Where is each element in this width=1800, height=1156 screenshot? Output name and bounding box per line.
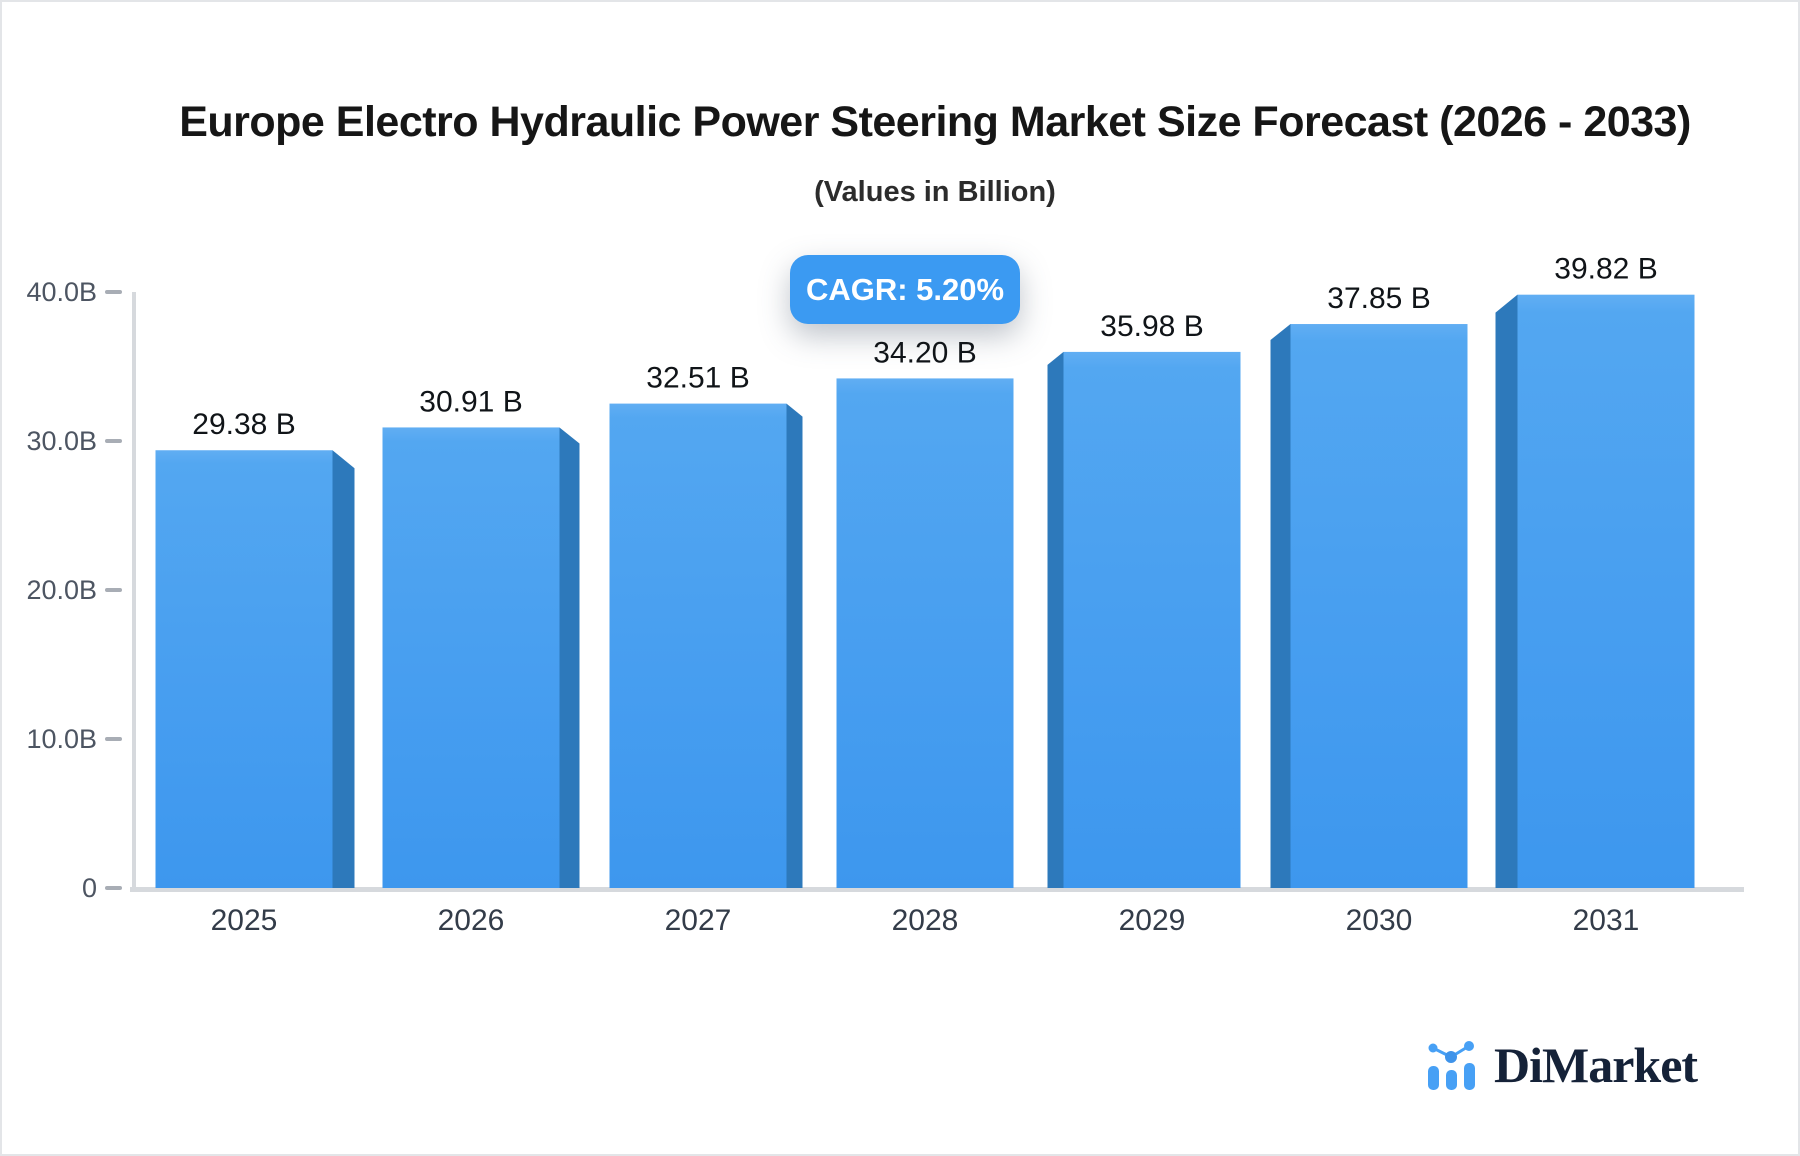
bar-value-label-2031: 39.82 B <box>1554 253 1657 286</box>
y-axis-line <box>132 292 136 888</box>
y-tick-mark <box>105 737 122 741</box>
y-tick-label: 20.0B <box>26 575 97 605</box>
bar-2028 <box>836 378 1014 888</box>
y-tick-label: 0 <box>82 873 97 903</box>
x-category-label-2025: 2025 <box>211 904 278 937</box>
bar-value-label-2026: 30.91 B <box>419 385 522 418</box>
bar-2025 <box>155 450 333 888</box>
bar-side-2030 <box>1270 324 1291 888</box>
bar-2029 <box>1063 351 1241 888</box>
bar-2026 <box>382 427 560 888</box>
x-axis-line <box>130 887 1744 892</box>
cagr-badge: CAGR: 5.20% <box>790 255 1020 324</box>
bar-value-label-2030: 37.85 B <box>1327 282 1430 315</box>
bar-chart-logo-icon <box>1428 1041 1475 1090</box>
cagr-badge-label: CAGR: 5.20% <box>805 271 1005 307</box>
bar-value-label-2029: 35.98 B <box>1100 310 1203 343</box>
bar-2027 <box>609 403 787 888</box>
bar-value-label-2028: 34.20 B <box>873 336 976 369</box>
bar-2031 <box>1517 294 1695 888</box>
y-tick-label: 40.0B <box>26 277 97 307</box>
x-category-label-2029: 2029 <box>1119 904 1186 937</box>
bar-side-2031 <box>1495 294 1518 888</box>
chart-axes: 0 10.0B 20.0B 30.0B 40.0B <box>26 277 1744 903</box>
bar-value-label-2025: 29.38 B <box>192 408 295 441</box>
y-tick-mark <box>105 439 122 443</box>
y-tick-label: 30.0B <box>26 426 97 456</box>
bar-side-2029 <box>1047 351 1064 888</box>
y-tick-label: 10.0B <box>26 724 97 754</box>
y-tick-mark <box>105 290 122 294</box>
bar-value-label-2027: 32.51 B <box>646 362 749 395</box>
chart-bars <box>155 294 1695 888</box>
logo-text: DiMarket <box>1494 1037 1698 1093</box>
x-category-label-2027: 2027 <box>665 904 732 937</box>
chart-subtitle: (Values in Billion) <box>814 176 1056 208</box>
x-category-label-2026: 2026 <box>438 904 505 937</box>
bar-2030 <box>1290 324 1468 888</box>
chart-labels: 29.38 B 2025 30.91 B 2026 32.51 B 2027 34.20 B… <box>192 253 1657 937</box>
bar-side-2026 <box>559 427 580 888</box>
chart-title: Europe Electro Hydraulic Power Steering … <box>179 98 1691 146</box>
x-category-label-2031: 2031 <box>1573 904 1640 937</box>
y-tick-mark <box>105 588 122 592</box>
bar-side-2027 <box>786 403 803 888</box>
x-category-label-2028: 2028 <box>892 904 959 937</box>
bar-side-2025 <box>332 450 355 888</box>
dimarket-logo: DiMarket <box>1424 1036 1698 1094</box>
y-tick-mark <box>105 886 122 890</box>
x-category-label-2030: 2030 <box>1346 904 1413 937</box>
